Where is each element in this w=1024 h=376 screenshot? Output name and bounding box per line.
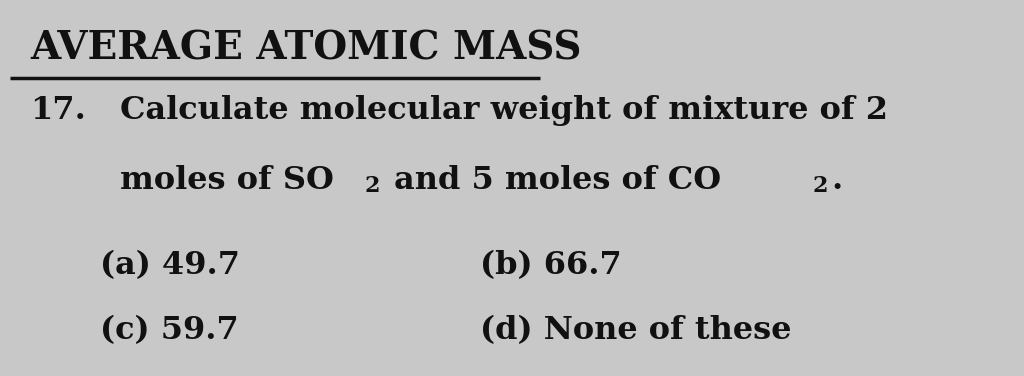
Text: and 5 moles of CO: and 5 moles of CO [383,165,721,196]
Text: (a) 49.7: (a) 49.7 [100,250,240,281]
Text: 17.: 17. [30,95,86,126]
Text: (d) None of these: (d) None of these [480,315,792,346]
Text: Calculate molecular weight of mixture of 2: Calculate molecular weight of mixture of… [120,95,888,126]
Text: 2: 2 [365,175,381,197]
Text: (c) 59.7: (c) 59.7 [100,315,239,346]
Text: moles of SO: moles of SO [120,165,334,196]
Text: (b) 66.7: (b) 66.7 [480,250,622,281]
Text: AVERAGE ATOMIC MASS: AVERAGE ATOMIC MASS [30,30,582,68]
Text: .: . [831,165,843,196]
Text: 2: 2 [813,175,828,197]
